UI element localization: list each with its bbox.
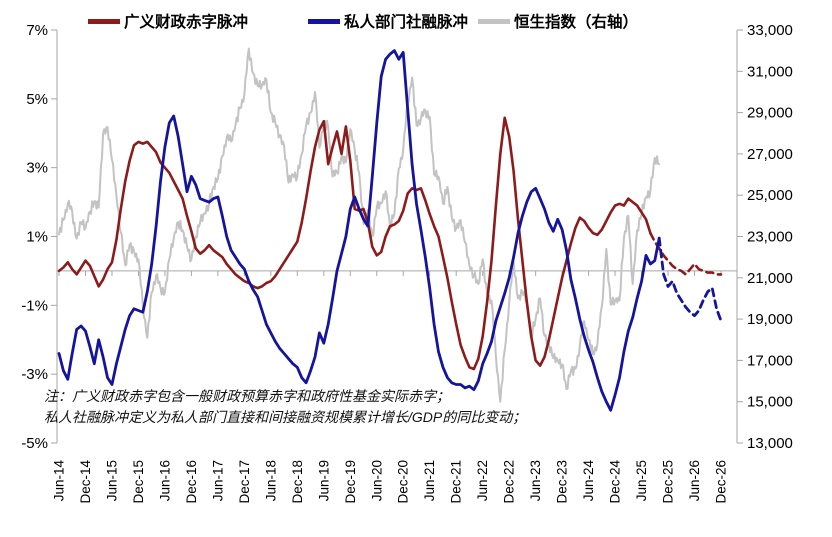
svg-text:23,000: 23,000 bbox=[747, 229, 793, 246]
svg-text:Dec-23: Dec-23 bbox=[555, 460, 570, 504]
x-axis-labels: Jun-14 Dec-14 Jun-15 Dec-15 Jun-16 Dec-16 Jun-… bbox=[52, 460, 729, 504]
legend-label-credit-pulse: 私人部门社融脉冲 bbox=[344, 14, 469, 31]
svg-text:Dec-19: Dec-19 bbox=[343, 460, 358, 504]
fiscal-pulse-line bbox=[57, 116, 723, 371]
credit-pulse-line-forecast-dashed bbox=[657, 236, 723, 323]
svg-text:Dec-24: Dec-24 bbox=[608, 460, 623, 504]
svg-text:3%: 3% bbox=[26, 160, 48, 177]
svg-text:Jun-14: Jun-14 bbox=[52, 460, 67, 502]
svg-text:19,000: 19,000 bbox=[747, 311, 793, 328]
svg-text:Dec-18: Dec-18 bbox=[290, 460, 305, 504]
hang-seng-index-line bbox=[58, 47, 661, 403]
legend-item-credit-pulse: 私人部门社融脉冲 bbox=[308, 9, 468, 33]
svg-text:Dec-14: Dec-14 bbox=[78, 460, 93, 504]
svg-text:Dec-16: Dec-16 bbox=[184, 460, 199, 504]
svg-text:Jun-26: Jun-26 bbox=[687, 460, 702, 501]
svg-text:Jun-15: Jun-15 bbox=[104, 460, 119, 501]
svg-text:1%: 1% bbox=[26, 229, 48, 246]
credit-pulse-line bbox=[57, 49, 723, 412]
svg-text:Dec-22: Dec-22 bbox=[502, 460, 517, 504]
svg-text:-3%: -3% bbox=[21, 366, 48, 383]
svg-text:Jun-21: Jun-21 bbox=[422, 460, 437, 501]
svg-text:17,000: 17,000 bbox=[747, 352, 793, 369]
svg-text:Jun-17: Jun-17 bbox=[210, 460, 225, 501]
footnote-line-1: 注：广义财政赤字包含一般财政预算赤字和政府性基金实际赤字； bbox=[44, 388, 450, 404]
svg-text:29,000: 29,000 bbox=[747, 105, 793, 122]
svg-text:Jun-23: Jun-23 bbox=[528, 460, 543, 501]
svg-text:Jun-19: Jun-19 bbox=[316, 460, 331, 501]
svg-text:Dec-26: Dec-26 bbox=[714, 460, 729, 504]
svg-text:Jun-16: Jun-16 bbox=[157, 460, 172, 501]
svg-text:Jun-25: Jun-25 bbox=[634, 460, 649, 501]
svg-text:33,000: 33,000 bbox=[747, 22, 793, 39]
svg-text:21,000: 21,000 bbox=[747, 270, 793, 287]
svg-text:Jun-22: Jun-22 bbox=[475, 460, 490, 501]
left-axis-labels: 7% 5% 3% 1% -1% -3% -5% bbox=[21, 22, 48, 452]
svg-text:31,000: 31,000 bbox=[747, 63, 793, 80]
legend-item-hang-seng-index: 恒生指数（右轴） bbox=[478, 9, 638, 33]
svg-text:Dec-15: Dec-15 bbox=[131, 460, 146, 504]
chart-legend: 广义财政赤字脉冲 私人部门社融脉冲 恒生指数（右轴） bbox=[0, 9, 832, 33]
svg-text:27,000: 27,000 bbox=[747, 146, 793, 163]
hang-seng-line-swatch bbox=[478, 18, 510, 24]
svg-text:Jun-18: Jun-18 bbox=[263, 460, 278, 501]
footnote: 注：广义财政赤字包含一般财政预算赤字和政府性基金实际赤字； 私人社融脉冲定义为私… bbox=[44, 386, 604, 428]
svg-text:-1%: -1% bbox=[21, 297, 48, 314]
svg-text:25,000: 25,000 bbox=[747, 187, 793, 204]
svg-text:7%: 7% bbox=[26, 22, 48, 39]
fiscal-pulse-line-swatch bbox=[88, 18, 120, 24]
svg-text:Jun-20: Jun-20 bbox=[369, 460, 384, 501]
svg-text:-5%: -5% bbox=[21, 435, 48, 452]
svg-text:15,000: 15,000 bbox=[747, 394, 793, 411]
svg-text:Jun-24: Jun-24 bbox=[581, 460, 596, 502]
legend-label-fiscal-pulse: 广义财政赤字脉冲 bbox=[124, 14, 249, 31]
footnote-line-2: 私人社融脉冲定义为私人部门直接和间接融资规模累计增长/GDP的同比变动； bbox=[44, 409, 527, 425]
credit-pulse-line-swatch bbox=[308, 18, 340, 24]
legend-item-fiscal-pulse: 广义财政赤字脉冲 bbox=[88, 9, 248, 33]
legend-label-hang-seng-index: 恒生指数（右轴） bbox=[514, 14, 639, 31]
svg-text:5%: 5% bbox=[26, 91, 48, 108]
svg-text:Dec-20: Dec-20 bbox=[396, 460, 411, 504]
svg-text:Dec-25: Dec-25 bbox=[661, 460, 676, 504]
svg-text:Dec-21: Dec-21 bbox=[449, 460, 464, 504]
svg-text:Dec-17: Dec-17 bbox=[237, 460, 252, 504]
right-axis-labels: 33,000 31,000 29,000 27,000 25,000 23,000 21,0… bbox=[747, 22, 793, 452]
svg-text:13,000: 13,000 bbox=[747, 435, 793, 452]
